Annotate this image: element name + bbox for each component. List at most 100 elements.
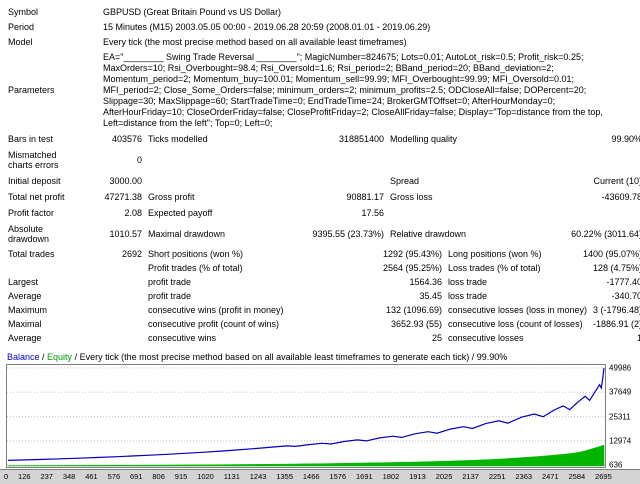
- x-axis-label: 126: [18, 472, 31, 481]
- report-label: consecutive loss (count of losses): [448, 319, 583, 329]
- report-label: Short positions (won %): [148, 249, 244, 259]
- report-info-table: Symbol GBPUSD (Great Britain Pound vs US …: [5, 4, 635, 131]
- report-value: -1886.91 (2): [592, 319, 640, 329]
- report-value: 1: [636, 333, 640, 343]
- x-axis-label: 1576: [329, 472, 347, 481]
- chart-quality-value: 99.90%: [476, 352, 508, 362]
- report-label: Initial deposit: [8, 176, 61, 186]
- report-label: profit trade: [148, 277, 192, 287]
- x-axis-label: 1243: [249, 472, 267, 481]
- report-label: Total net profit: [8, 192, 65, 202]
- chart-model-description: Every tick (the most precise method base…: [79, 352, 470, 362]
- info-row: Model Every tick (the most precise method…: [5, 34, 635, 49]
- report-value: [75, 303, 145, 317]
- report-value: 2692: [121, 249, 142, 259]
- report-value: 17.56: [361, 208, 384, 218]
- report-label: Bars in test: [8, 134, 54, 144]
- report-value: Every tick (the most precise method base…: [103, 36, 407, 47]
- report-label: Maximum: [8, 305, 48, 315]
- trades-row: Average consecutive wins 25 consecutive los…: [5, 331, 640, 345]
- report-value: 99.90%: [611, 134, 640, 144]
- report-value: [75, 289, 145, 303]
- report-label: Maximal drawdown: [148, 229, 226, 239]
- report-label: consecutive losses: [448, 333, 524, 343]
- report-label: Mismatched charts errors: [8, 150, 59, 170]
- x-axis-label: 2363: [515, 472, 533, 481]
- report-value: 3652.93 (55): [390, 319, 442, 329]
- info-row: Parameters EA="________ Swing Trade Rever…: [5, 49, 635, 131]
- report-value: 1400 (95.07%): [582, 249, 640, 259]
- report-label: [5, 261, 75, 275]
- x-axis-label: 237: [40, 472, 53, 481]
- x-axis-label: 2025: [435, 472, 453, 481]
- report-label: consecutive wins: [148, 333, 217, 343]
- info-row: Symbol GBPUSD (Great Britain Pound vs US …: [5, 4, 635, 19]
- report-label: loss trade: [448, 277, 488, 287]
- report-value: 9395.55 (23.73%): [312, 229, 384, 239]
- trades-row: Profit trades (% of total) 2564 (95.25%) L…: [5, 261, 640, 275]
- report-label: Average: [8, 333, 42, 343]
- balance-equity-graph: [7, 367, 605, 467]
- report-label: Profit trades (% of total): [148, 263, 243, 273]
- report-value: 3 (-1796.48): [592, 305, 640, 315]
- report-label: Ticks modelled: [148, 134, 208, 144]
- report-label: consecutive losses (loss in money): [448, 305, 588, 315]
- legend-separator-1: /: [39, 352, 48, 362]
- report-label: Period: [8, 21, 35, 32]
- x-axis-labels: 0 126 237 348 461 576 691 806 915 1020 1131 1243 135…: [0, 470, 614, 481]
- report-value: 60.22% (3011.64): [571, 229, 640, 239]
- stats-row: Initial deposit 3000.00 Spread Current (10): [5, 173, 640, 189]
- report-stats-table: Bars in test 403576 Ticks modelled 31885140…: [5, 131, 640, 247]
- report-value: -1777.40: [606, 277, 640, 287]
- report-label: Model: [8, 36, 33, 47]
- y-axis-label: 37649: [609, 387, 632, 397]
- report-value: [305, 147, 387, 173]
- chart-plot-area: [6, 364, 606, 468]
- x-axis-label: 2137: [462, 472, 479, 481]
- report-label: Gross profit: [148, 192, 195, 202]
- x-axis-label: 0: [4, 472, 9, 481]
- report-value: [305, 173, 387, 189]
- report-label: Loss trades (% of total): [448, 263, 541, 273]
- report-label: Gross loss: [390, 192, 433, 202]
- info-row: Period 15 Minutes (M15) 2003.05.05 00:00 …: [5, 19, 635, 34]
- x-axis-label: 2471: [541, 472, 559, 481]
- x-axis-label: 2251: [488, 472, 506, 481]
- report-label: Total trades: [8, 249, 55, 259]
- report-value: 132 (1096.69): [385, 305, 442, 315]
- balance-chart: 49986 37649 25311 12974 636: [6, 363, 635, 470]
- chart-legend: Balance / Equity / Every tick (the most …: [7, 352, 635, 362]
- y-axis-label: 49986: [609, 363, 632, 373]
- report-label: Spread: [390, 176, 420, 186]
- report-label: Long positions (won %): [448, 249, 542, 259]
- report-value: [75, 317, 145, 331]
- report-value: 25: [431, 333, 442, 343]
- report-label: [387, 147, 502, 173]
- report-label: consecutive profit (count of wins): [148, 319, 280, 329]
- report-value: 2.08: [124, 208, 142, 218]
- x-axis-label: 915: [174, 472, 188, 481]
- report-label: [145, 173, 305, 189]
- report-value: 15 Minutes (M15) 2003.05.05 00:00 - 2019…: [103, 21, 431, 32]
- y-axis-labels: 49986 37649 25311 12974 636: [606, 363, 635, 470]
- x-axis-label: 691: [130, 472, 143, 481]
- x-axis: 0 126 237 348 461 576 691 806 915 1020 1131 1243 135…: [0, 469, 640, 484]
- report-value: [502, 147, 640, 173]
- report-label: profit trade: [148, 291, 192, 301]
- trades-row: Average profit trade 35.45 loss trade -340.7…: [5, 289, 640, 303]
- report-label: Absolute drawdown: [8, 224, 50, 244]
- report-value: -43609.78: [601, 192, 640, 202]
- report-value: GBPUSD (Great Britain Pound vs US Dollar…: [103, 6, 282, 17]
- y-axis-label: 636: [609, 460, 623, 470]
- x-axis-label: 461: [85, 472, 98, 481]
- x-axis-label: 1020: [197, 472, 214, 481]
- x-axis-label: 576: [107, 472, 121, 481]
- report-value: Current (10): [593, 176, 640, 186]
- balance-line: [7, 367, 605, 461]
- report-label: loss trade: [448, 291, 488, 301]
- report-value: 0: [136, 155, 142, 165]
- x-axis-label: 1355: [276, 472, 293, 481]
- report-value: 1010.57: [109, 229, 142, 239]
- report-value: EA="________ Swing Trade Reversal ______…: [103, 51, 603, 128]
